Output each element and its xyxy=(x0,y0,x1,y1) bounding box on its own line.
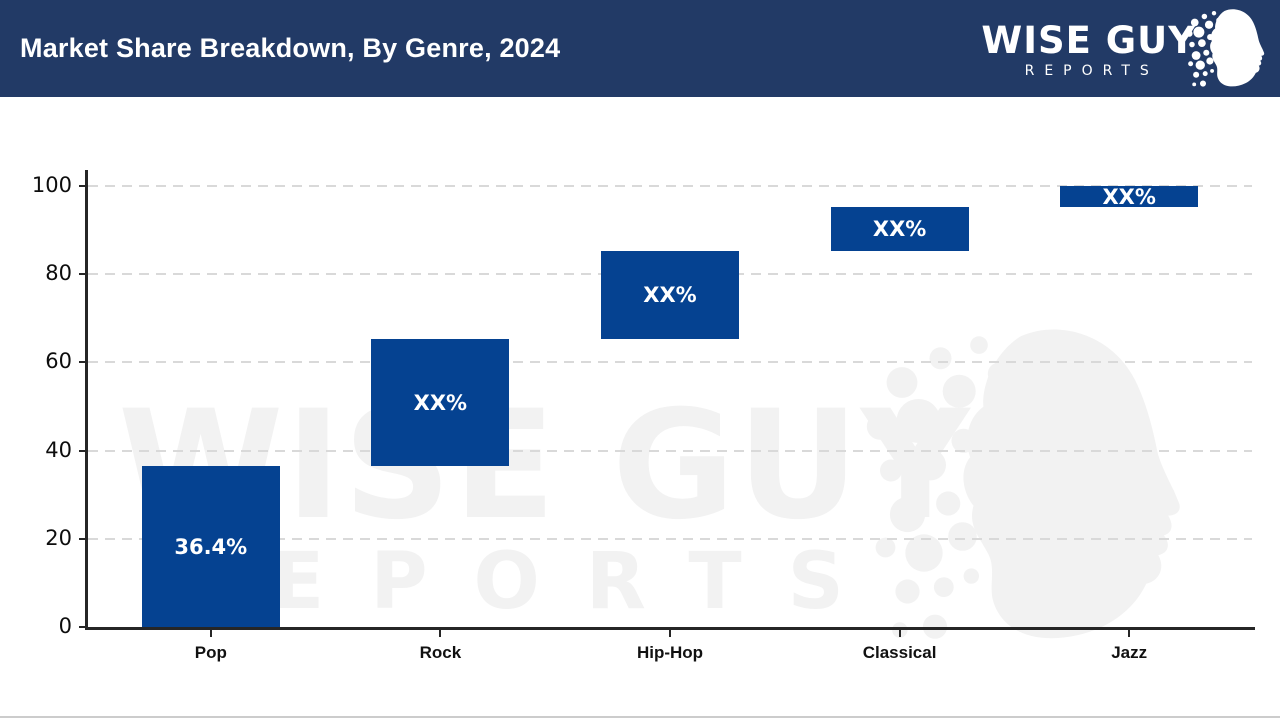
y-tick-label: 80 xyxy=(45,261,72,286)
bar-jazz: XX% xyxy=(1060,184,1199,209)
wise-guy-logo: WISE GUY REPORTS xyxy=(981,4,1268,96)
category-label-hip-hop: Hip-Hop xyxy=(636,643,704,662)
y-tick-label: 40 xyxy=(45,437,72,462)
category-label-rock: Rock xyxy=(419,643,462,662)
x-tick-mark xyxy=(1128,630,1131,637)
bottom-divider xyxy=(0,716,1280,718)
y-tick-mark xyxy=(79,273,88,276)
logo-wordmark: WISE GUY xyxy=(981,18,1196,62)
y-axis-line xyxy=(85,170,88,630)
bar-hip-hop: XX% xyxy=(601,251,739,340)
y-tick-label: 100 xyxy=(31,173,72,197)
y-tick-label: 60 xyxy=(45,349,72,374)
bar-value-label: XX% xyxy=(872,217,927,242)
gridline xyxy=(88,361,1252,364)
bar-value-label: XX% xyxy=(643,283,697,308)
bar-value-label: XX% xyxy=(413,390,468,415)
y-tick-mark xyxy=(79,449,88,452)
page-title: Market Share Breakdown, By Genre, 2024 xyxy=(20,33,561,63)
category-label-pop: Pop xyxy=(194,643,227,662)
x-tick-mark xyxy=(898,630,901,637)
x-tick-mark xyxy=(209,630,212,637)
header: Market Share Breakdown, By Genre, 2024 W… xyxy=(0,0,1280,97)
gridline xyxy=(88,185,1252,187)
x-tick-mark xyxy=(669,630,671,637)
bar-rock: XX% xyxy=(371,339,510,467)
y-tick-mark xyxy=(79,626,88,628)
y-tick-label: 20 xyxy=(45,525,72,550)
y-tick-mark xyxy=(79,185,88,187)
plot-area: WISE GUY REPORTS 0 20 40 60 80 100 36.4% XX% XX… xyxy=(0,97,1280,662)
x-tick-mark xyxy=(439,630,442,637)
gridline xyxy=(88,537,1252,540)
x-axis-line xyxy=(85,627,1255,630)
watermark-face-icon xyxy=(866,329,1180,639)
logo-subtext: REPORTS xyxy=(1024,62,1159,79)
category-label-jazz: Jazz xyxy=(1111,643,1148,662)
y-tick-mark xyxy=(79,537,88,540)
gridline xyxy=(88,449,1252,452)
bar-value-label: 36.4% xyxy=(174,534,248,559)
y-tick-label: 0 xyxy=(58,614,72,638)
bar-classical: XX% xyxy=(830,207,969,252)
y-tick-mark xyxy=(79,361,88,364)
bar-pop: 36.4% xyxy=(141,466,280,627)
category-label-classical: Classical xyxy=(862,643,937,662)
logo-face-icon xyxy=(1185,9,1265,87)
bar-value-label: XX% xyxy=(1102,184,1156,209)
